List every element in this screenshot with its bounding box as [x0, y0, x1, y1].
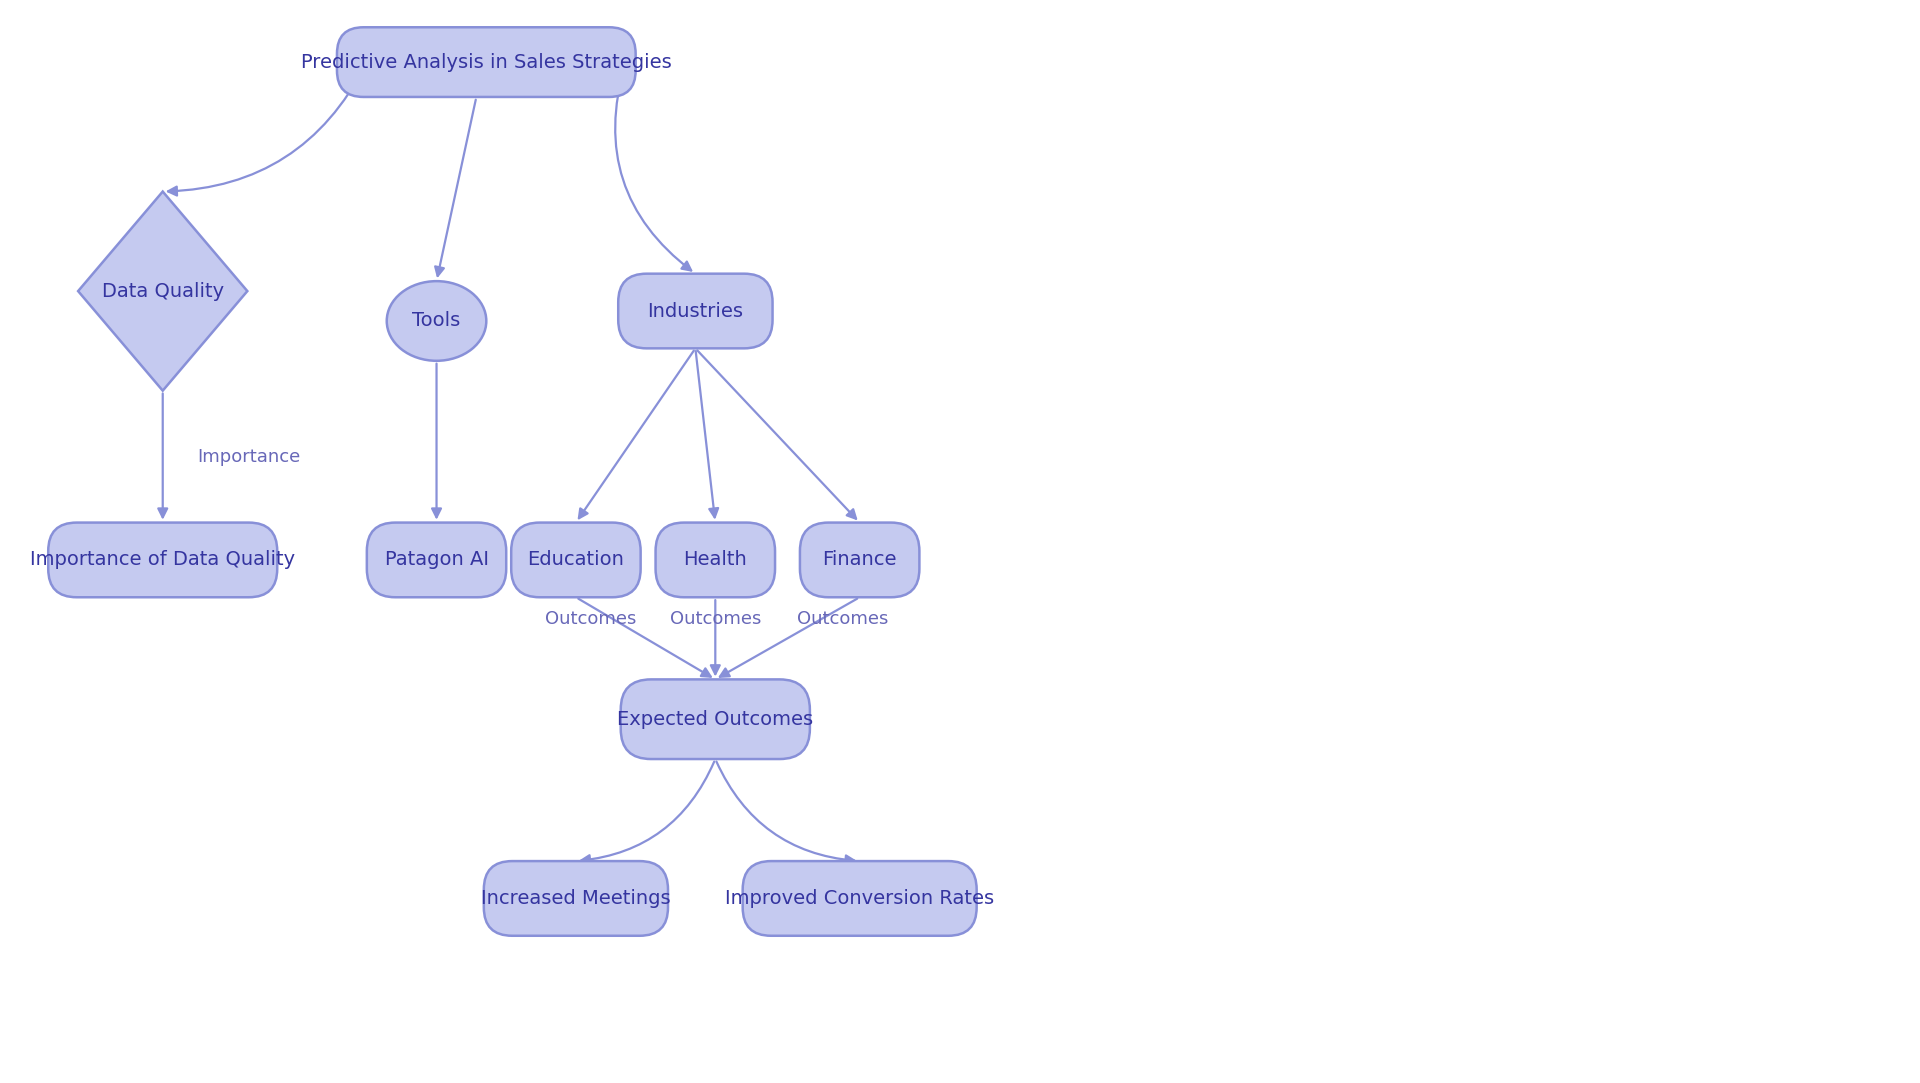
FancyBboxPatch shape — [743, 861, 977, 936]
Ellipse shape — [386, 282, 486, 361]
Polygon shape — [79, 192, 248, 391]
Text: Education: Education — [528, 550, 624, 570]
FancyBboxPatch shape — [620, 679, 810, 759]
Text: Health: Health — [684, 550, 747, 570]
Text: Patagon AI: Patagon AI — [384, 550, 488, 570]
FancyBboxPatch shape — [338, 27, 636, 97]
FancyBboxPatch shape — [511, 523, 641, 597]
Text: Expected Outcomes: Expected Outcomes — [616, 709, 814, 729]
Text: Importance of Data Quality: Importance of Data Quality — [31, 550, 296, 570]
Text: Tools: Tools — [413, 312, 461, 330]
Text: Improved Conversion Rates: Improved Conversion Rates — [726, 889, 995, 908]
Text: Importance: Importance — [198, 447, 301, 466]
FancyBboxPatch shape — [655, 523, 776, 597]
FancyBboxPatch shape — [484, 861, 668, 936]
FancyBboxPatch shape — [618, 274, 772, 349]
Text: Outcomes: Outcomes — [670, 611, 760, 628]
Text: Increased Meetings: Increased Meetings — [482, 889, 670, 908]
Text: Industries: Industries — [647, 301, 743, 321]
Text: Outcomes: Outcomes — [545, 611, 637, 628]
FancyBboxPatch shape — [48, 523, 276, 597]
Text: Data Quality: Data Quality — [102, 282, 225, 301]
FancyBboxPatch shape — [367, 523, 507, 597]
Text: Predictive Analysis in Sales Strategies: Predictive Analysis in Sales Strategies — [301, 53, 672, 71]
Text: Finance: Finance — [822, 550, 897, 570]
FancyBboxPatch shape — [801, 523, 920, 597]
Text: Outcomes: Outcomes — [797, 611, 887, 628]
